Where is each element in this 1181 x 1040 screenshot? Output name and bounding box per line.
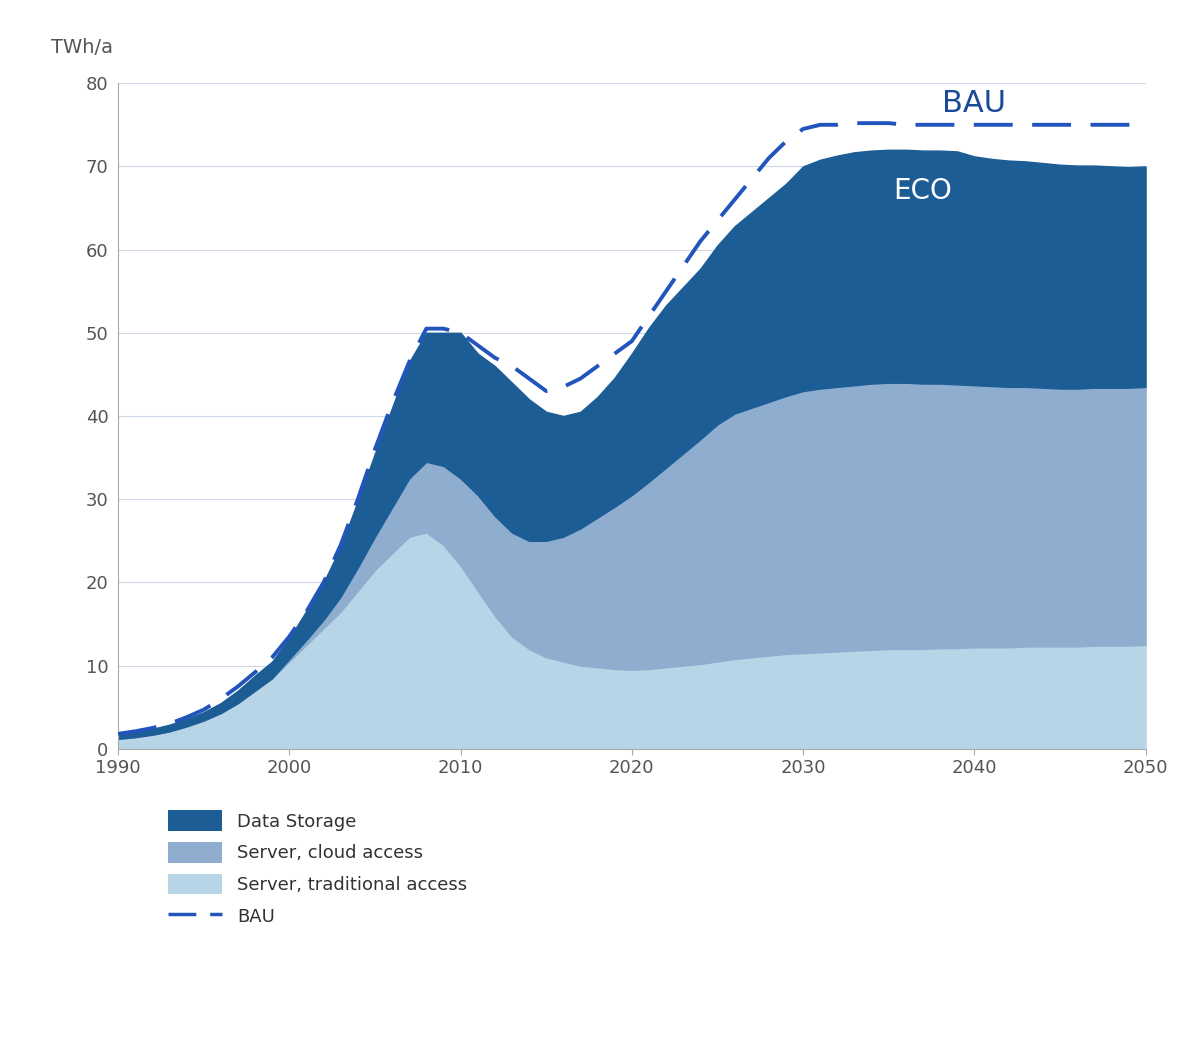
- Text: ECO: ECO: [894, 178, 952, 205]
- Text: BAU: BAU: [942, 89, 1006, 119]
- Text: TWh/a: TWh/a: [51, 37, 113, 56]
- Legend: Data Storage, Server, cloud access, Server, traditional access, BAU: Data Storage, Server, cloud access, Serv…: [168, 810, 466, 927]
